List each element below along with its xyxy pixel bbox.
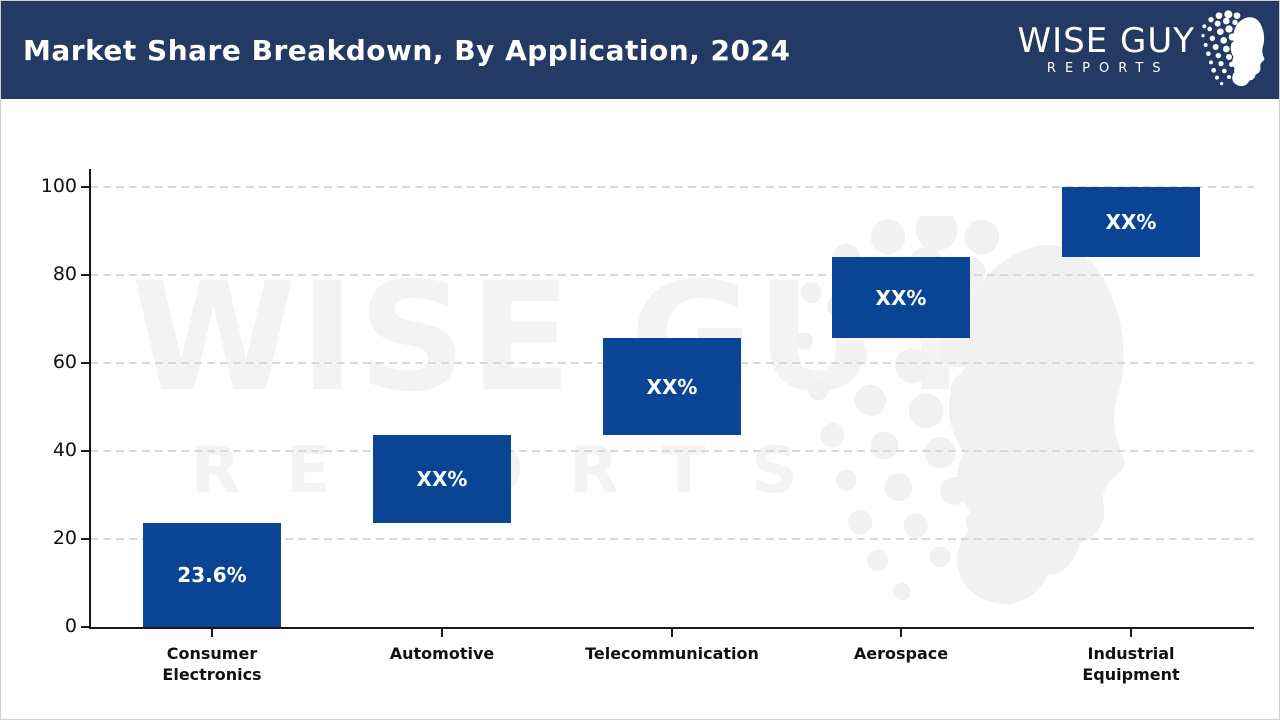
logo-wordmark: WISE GUY bbox=[1017, 20, 1195, 61]
y-tick-label-80: 80 bbox=[52, 263, 77, 285]
category-label-line: Consumer bbox=[166, 644, 258, 663]
bar-value-label-aerospace: XX% bbox=[875, 285, 927, 310]
category-label-line: Industrial bbox=[1087, 644, 1175, 663]
x-tickmark-industrial-equipment bbox=[1130, 629, 1132, 637]
bar-telecommunication: XX% bbox=[603, 338, 741, 436]
y-tick-label-0: 0 bbox=[64, 615, 77, 637]
logo-head-icon bbox=[1199, 8, 1267, 92]
category-label-industrial-equipment: Industrial Equipment bbox=[1039, 643, 1223, 685]
header-bar: Market Share Breakdown, By Application, … bbox=[1, 1, 1279, 99]
bar-value-label-industrial-equipment: XX% bbox=[1105, 210, 1157, 235]
category-label-line: Telecommunication bbox=[585, 644, 759, 663]
gridline-20 bbox=[90, 538, 1254, 540]
bar-consumer-electronics: 23.6% bbox=[143, 523, 281, 627]
bar-value-label-automotive: XX% bbox=[416, 467, 468, 492]
wise-guy-logo: WISE GUY REPORTS bbox=[1017, 1, 1267, 99]
y-tickmark-80 bbox=[81, 274, 89, 276]
bar-aerospace: XX% bbox=[832, 257, 970, 339]
logo-subtitle: REPORTS bbox=[1046, 61, 1170, 77]
x-tickmark-consumer-electronics bbox=[211, 629, 213, 637]
gridline-100 bbox=[90, 186, 1254, 188]
x-axis-line bbox=[89, 627, 1254, 629]
bar-value-label-consumer-electronics: 23.6% bbox=[177, 563, 247, 588]
category-label-line: Electronics bbox=[162, 665, 262, 685]
bar-value-label-telecommunication: XX% bbox=[646, 374, 698, 399]
y-tick-label-20: 20 bbox=[52, 527, 77, 549]
x-tickmark-automotive bbox=[441, 629, 443, 637]
category-label-automotive: Automotive bbox=[350, 643, 534, 664]
watermark-head-icon bbox=[746, 209, 1176, 616]
x-tickmark-telecommunication bbox=[671, 629, 673, 637]
y-tickmark-0 bbox=[81, 626, 89, 628]
category-label-line: Automotive bbox=[389, 644, 495, 663]
gridline-40 bbox=[90, 450, 1254, 452]
y-tick-label-60: 60 bbox=[52, 351, 77, 373]
category-label-aerospace: Aerospace bbox=[809, 643, 993, 664]
chart-title: Market Share Breakdown, By Application, … bbox=[23, 33, 791, 67]
logo-text: WISE GUY REPORTS bbox=[1017, 20, 1195, 77]
bar-automotive: XX% bbox=[373, 435, 511, 524]
category-label-line: Equipment bbox=[1082, 665, 1180, 685]
bar-industrial-equipment: XX% bbox=[1062, 187, 1200, 258]
y-tickmark-100 bbox=[81, 186, 89, 188]
y-axis-line bbox=[89, 169, 91, 629]
y-tickmark-60 bbox=[81, 362, 89, 364]
category-label-consumer-electronics: Consumer Electronics bbox=[120, 643, 304, 685]
y-tickmark-20 bbox=[81, 538, 89, 540]
y-tick-label-40: 40 bbox=[52, 439, 77, 461]
gridline-80 bbox=[90, 274, 1254, 276]
y-tick-label-100: 100 bbox=[40, 175, 77, 197]
category-label-telecommunication: Telecommunication bbox=[580, 643, 764, 664]
y-tickmark-40 bbox=[81, 450, 89, 452]
category-label-line: Aerospace bbox=[853, 644, 949, 663]
x-tickmark-aerospace bbox=[900, 629, 902, 637]
